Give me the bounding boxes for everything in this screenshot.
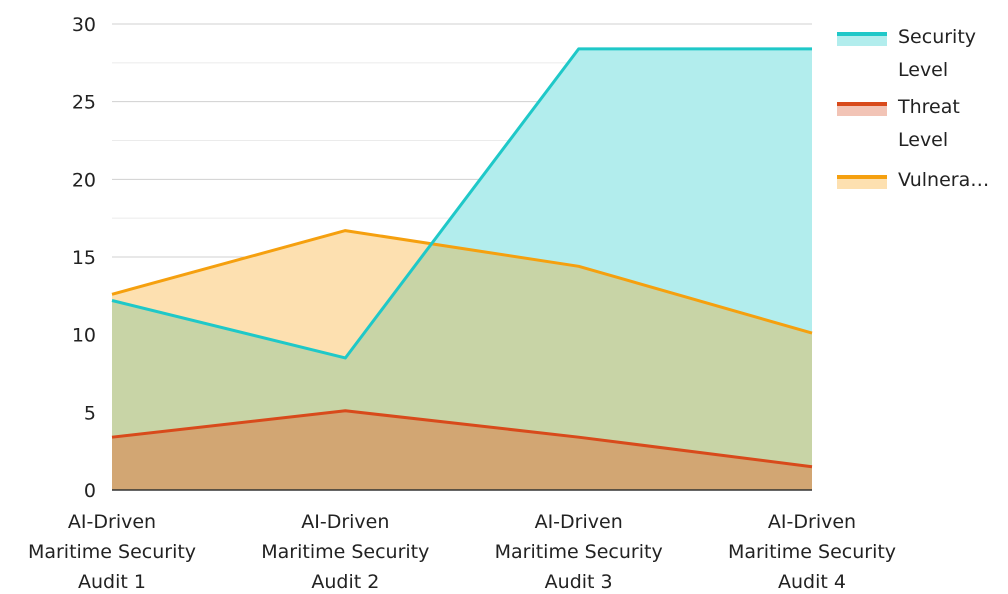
legend-swatch-fill [837, 34, 887, 46]
y-tick-label: 20 [72, 169, 96, 191]
legend-swatch-fill [837, 104, 887, 116]
line-threat-level [111, 409, 813, 469]
legend-item: Security Level [837, 26, 976, 81]
area-fills [112, 48, 812, 491]
legend-label: Vulnera… [898, 169, 989, 191]
x-tick-label: AI-Driven Maritime Security Audit 1 [28, 511, 196, 593]
legend-swatch-fill [837, 177, 887, 189]
y-tick-label: 15 [72, 247, 96, 269]
y-tick-label: 30 [72, 14, 96, 36]
legend-label: Threat Level [897, 96, 960, 151]
x-tick-label: AI-Driven Maritime Security Audit 2 [261, 511, 429, 593]
y-tick-label: 0 [84, 480, 96, 502]
y-tick-label: 25 [72, 92, 96, 114]
area-threat-level [112, 410, 812, 490]
x-tick-label: AI-Driven Maritime Security Audit 4 [728, 511, 896, 593]
axes: 0 5 10 15 20 25 30 AI-Driven Maritime Security Au… [28, 14, 896, 593]
y-tick-label: 5 [84, 402, 96, 424]
legend-label: Security Level [898, 26, 976, 81]
legend-item: Vulnera… [837, 169, 989, 191]
line-vulnerability [111, 229, 813, 335]
series-lines [111, 47, 813, 469]
legend-item: Threat Level [837, 96, 960, 151]
legend: Security Level Threat Level Vulnera… [837, 26, 989, 191]
y-tick-label: 10 [72, 325, 96, 347]
line-security-level [111, 47, 812, 360]
x-tick-label: AI-Driven Maritime Security Audit 3 [495, 511, 663, 593]
